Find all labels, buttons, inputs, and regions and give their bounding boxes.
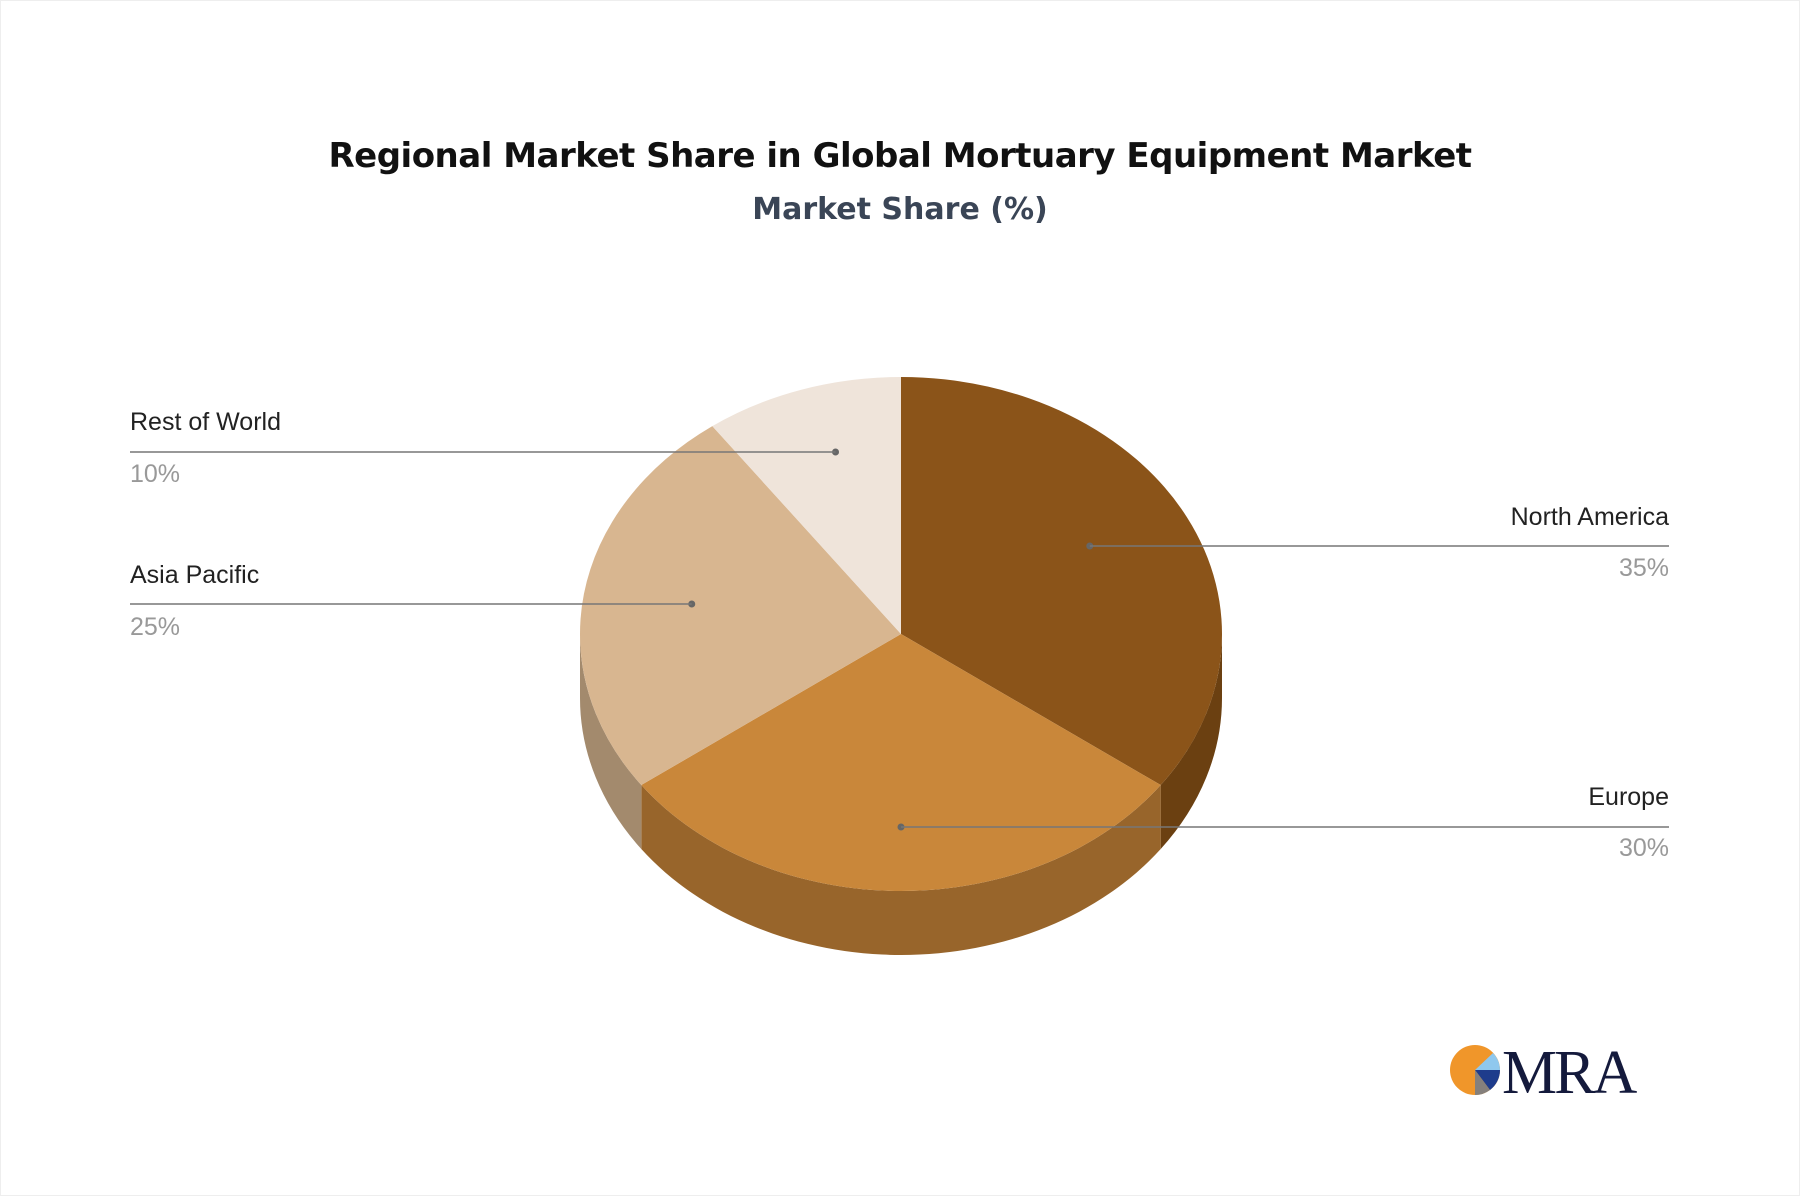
pie-side-0 [1160,634,1222,850]
slice-value-label: 35% [1619,554,1669,582]
pie-side-2 [580,634,642,850]
chart-title: Regional Market Share in Global Mortuary… [328,136,1472,176]
slice-value-label: 25% [130,613,180,641]
pie-slice-asia-pacific[interactable] [580,426,901,786]
slice-value-label: 30% [1619,834,1669,862]
mra-logo: MRA [1450,1039,1640,1107]
slice-label: Europe [1588,783,1669,811]
chart-subtitle: Market Share (%) [752,192,1048,227]
slice-label: North America [1511,503,1669,531]
pie-slice-north-america[interactable] [901,377,1222,786]
pie-side-1 [641,785,1161,956]
svg-text:MRA: MRA [1502,1039,1637,1107]
slice-value-label: 10% [130,460,180,488]
slice-label: Asia Pacific [130,561,259,589]
pie-slice-rest-of-world[interactable] [712,377,901,634]
slice-label: Rest of World [130,408,281,436]
